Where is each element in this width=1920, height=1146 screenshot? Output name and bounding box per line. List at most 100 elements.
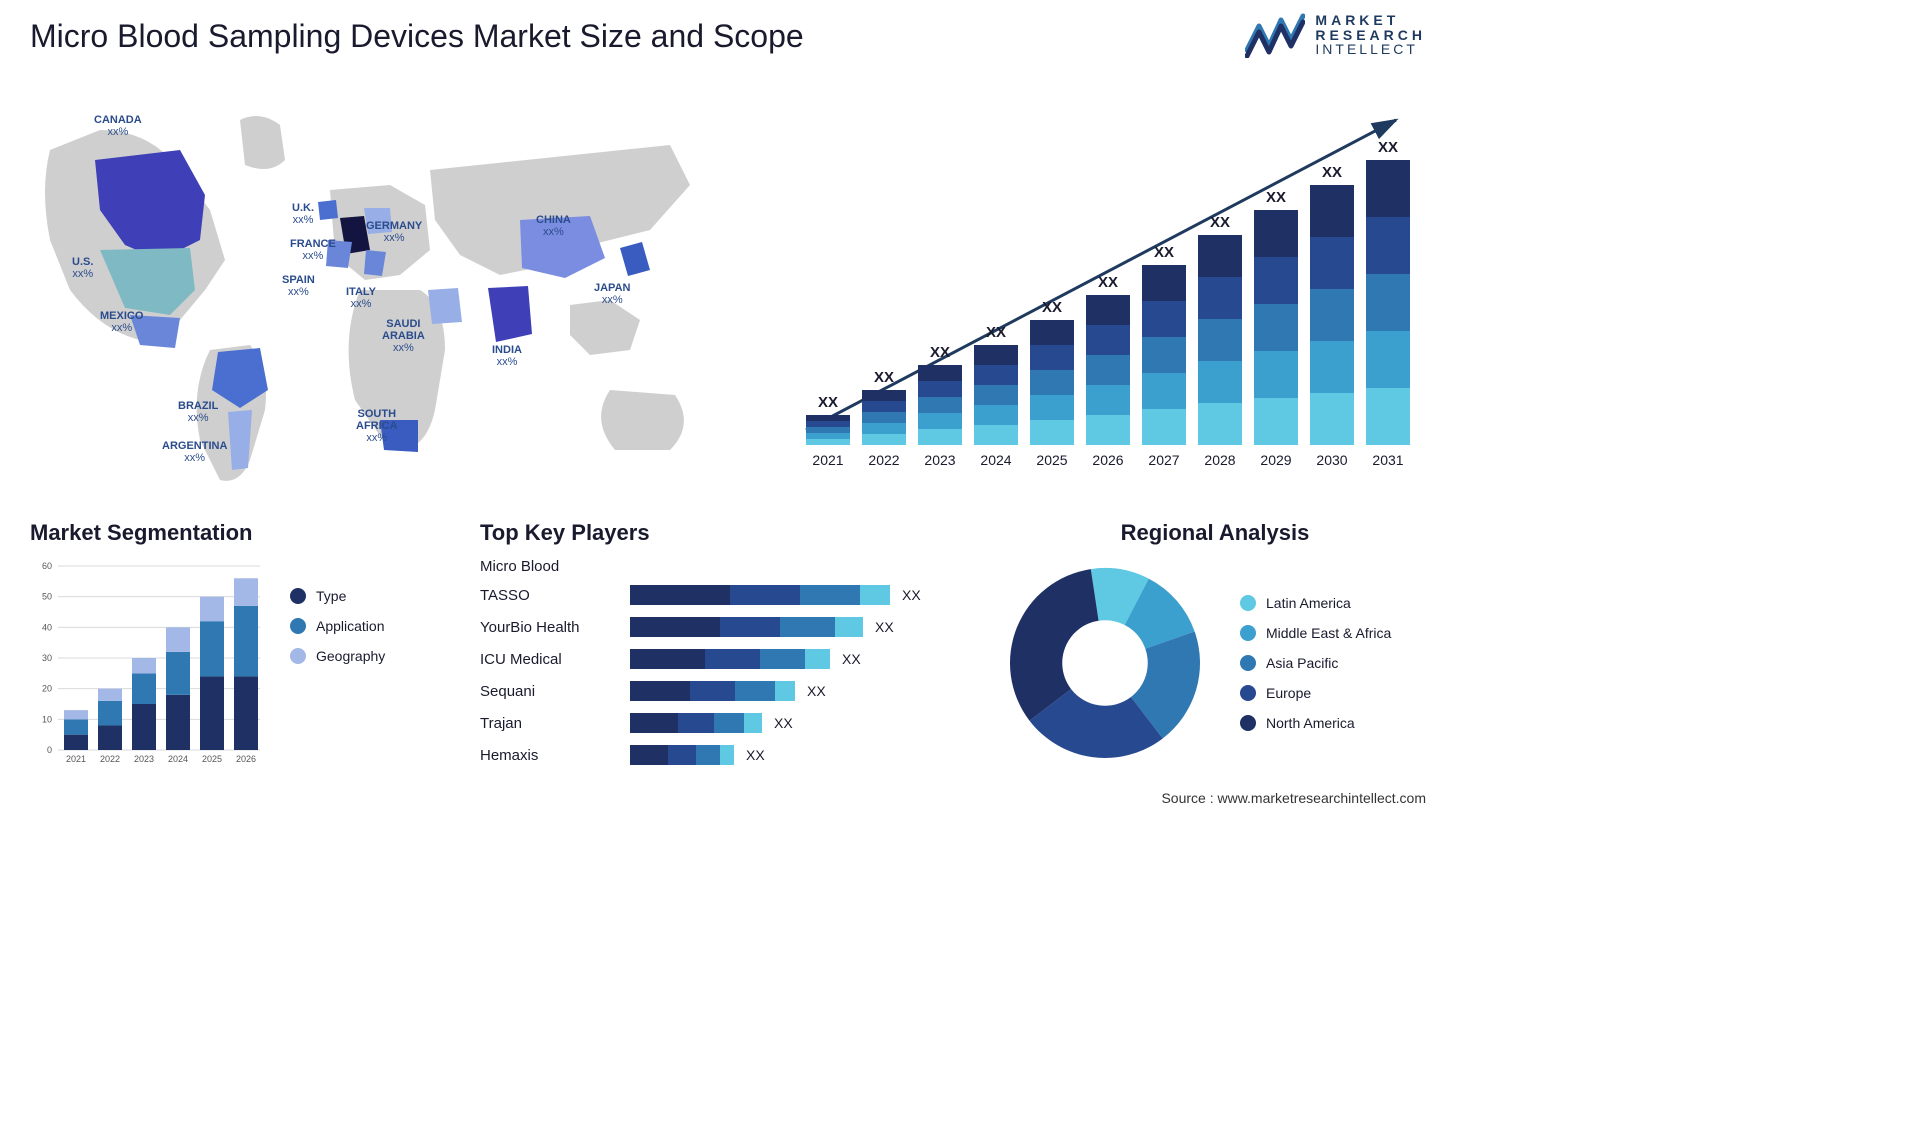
legend-label: Asia Pacific xyxy=(1266,655,1338,671)
map-label-italy: ITALYxx% xyxy=(346,286,376,310)
svg-text:2022: 2022 xyxy=(100,754,120,764)
logo-line1: MARKET xyxy=(1315,13,1426,28)
svg-text:2022: 2022 xyxy=(868,452,899,468)
svg-text:XX: XX xyxy=(1378,139,1398,156)
legend-label: Type xyxy=(316,588,346,604)
map-label-u-s-: U.S.xx% xyxy=(72,256,93,280)
svg-text:50: 50 xyxy=(42,592,52,602)
regional-legend-item: Europe xyxy=(1240,685,1391,701)
map-label-canada: CANADAxx% xyxy=(94,114,142,138)
legend-label: Middle East & Africa xyxy=(1266,625,1391,641)
player-bar-segment xyxy=(678,713,714,733)
player-row: HemaxisXX xyxy=(480,741,970,769)
player-bar-segment xyxy=(630,649,705,669)
source-text: Source : www.marketresearchintellect.com xyxy=(1161,790,1426,806)
map-label-argentina: ARGENTINAxx% xyxy=(162,440,227,464)
segmentation-chart: 0102030405060202120222023202420252026 xyxy=(30,558,270,778)
svg-text:2025: 2025 xyxy=(1036,452,1067,468)
players-section: Top Key Players Micro BloodTASSOXXYourBi… xyxy=(480,520,970,773)
players-body: Micro BloodTASSOXXYourBio HealthXXICU Me… xyxy=(480,558,970,769)
legend-swatch xyxy=(290,648,306,664)
player-bar-segment xyxy=(714,713,744,733)
player-bar-segment xyxy=(775,681,795,701)
player-bar-segment xyxy=(780,617,835,637)
player-bar-segment xyxy=(860,585,890,605)
player-bar-segment xyxy=(720,745,734,765)
player-bar-segment xyxy=(720,617,780,637)
svg-text:2023: 2023 xyxy=(134,754,154,764)
svg-text:XX: XX xyxy=(1266,189,1286,206)
legend-swatch xyxy=(290,618,306,634)
svg-text:2021: 2021 xyxy=(812,452,843,468)
player-bar xyxy=(630,617,863,637)
map-label-japan: JAPANxx% xyxy=(594,282,630,306)
player-bar-segment xyxy=(630,745,668,765)
map-label-brazil: BRAZILxx% xyxy=(178,400,218,424)
svg-text:60: 60 xyxy=(42,561,52,571)
svg-text:2030: 2030 xyxy=(1316,452,1347,468)
svg-text:2024: 2024 xyxy=(980,452,1011,468)
map-label-india: INDIAxx% xyxy=(492,344,522,368)
world-map: CANADAxx% U.S.xx% MEXICOxx% BRAZILxx% ARGENT… xyxy=(30,90,710,490)
legend-swatch xyxy=(1240,685,1256,701)
regional-section: Regional Analysis Latin AmericaMiddle Ea… xyxy=(1000,520,1430,768)
player-bar-segment xyxy=(705,649,760,669)
legend-label: Geography xyxy=(316,648,385,664)
player-bar xyxy=(630,585,890,605)
svg-text:2026: 2026 xyxy=(236,754,256,764)
svg-text:2025: 2025 xyxy=(202,754,222,764)
svg-text:40: 40 xyxy=(42,622,52,632)
svg-text:0: 0 xyxy=(47,745,52,755)
svg-text:20: 20 xyxy=(42,684,52,694)
legend-swatch xyxy=(290,588,306,604)
svg-text:10: 10 xyxy=(42,714,52,724)
svg-text:2029: 2029 xyxy=(1260,452,1291,468)
seg-legend-application: Application xyxy=(290,618,385,634)
legend-label: Latin America xyxy=(1266,595,1351,611)
map-label-saudi-arabia: SAUDIARABIAxx% xyxy=(382,318,425,354)
legend-swatch xyxy=(1240,655,1256,671)
player-bar-segment xyxy=(735,681,775,701)
players-header: Micro Blood xyxy=(480,558,970,575)
segmentation-legend: Type Application Geography xyxy=(290,588,385,778)
regional-legend: Latin America Middle East & Africa Asia Pa… xyxy=(1240,595,1391,731)
seg-legend-geography: Geography xyxy=(290,648,385,664)
legend-swatch xyxy=(1240,715,1256,731)
player-name: Hemaxis xyxy=(480,747,630,764)
svg-text:2027: 2027 xyxy=(1148,452,1179,468)
svg-text:XX: XX xyxy=(930,344,950,361)
svg-text:2028: 2028 xyxy=(1204,452,1235,468)
map-label-spain: SPAINxx% xyxy=(282,274,315,298)
svg-text:XX: XX xyxy=(874,369,894,386)
svg-text:XX: XX xyxy=(1042,299,1062,316)
player-value: XX xyxy=(875,619,894,635)
player-bar-segment xyxy=(744,713,762,733)
map-label-germany: GERMANYxx% xyxy=(366,220,422,244)
player-row: SequaniXX xyxy=(480,677,970,705)
player-row: TrajanXX xyxy=(480,709,970,737)
players-title: Top Key Players xyxy=(480,520,970,546)
regional-legend-item: Asia Pacific xyxy=(1240,655,1391,671)
legend-label: Europe xyxy=(1266,685,1311,701)
player-name: Trajan xyxy=(480,715,630,732)
legend-swatch xyxy=(1240,625,1256,641)
player-value: XX xyxy=(842,651,861,667)
player-name: Sequani xyxy=(480,683,630,700)
svg-text:XX: XX xyxy=(818,394,838,411)
player-bar-segment xyxy=(730,585,800,605)
svg-text:2021: 2021 xyxy=(66,754,86,764)
regional-donut xyxy=(1000,558,1210,768)
player-name: ICU Medical xyxy=(480,651,630,668)
legend-label: North America xyxy=(1266,715,1355,731)
svg-text:XX: XX xyxy=(986,324,1006,341)
player-bar-segment xyxy=(805,649,830,669)
svg-text:XX: XX xyxy=(1322,164,1342,181)
svg-text:30: 30 xyxy=(42,653,52,663)
market-size-chart-svg: XX2021XX2022XX2023XX2024XX2025XX2026XX20… xyxy=(786,100,1416,480)
map-label-china: CHINAxx% xyxy=(536,214,571,238)
player-name: YourBio Health xyxy=(480,619,630,636)
logo-icon xyxy=(1245,12,1305,58)
regional-legend-item: North America xyxy=(1240,715,1391,731)
legend-label: Application xyxy=(316,618,385,634)
map-label-mexico: MEXICOxx% xyxy=(100,310,143,334)
